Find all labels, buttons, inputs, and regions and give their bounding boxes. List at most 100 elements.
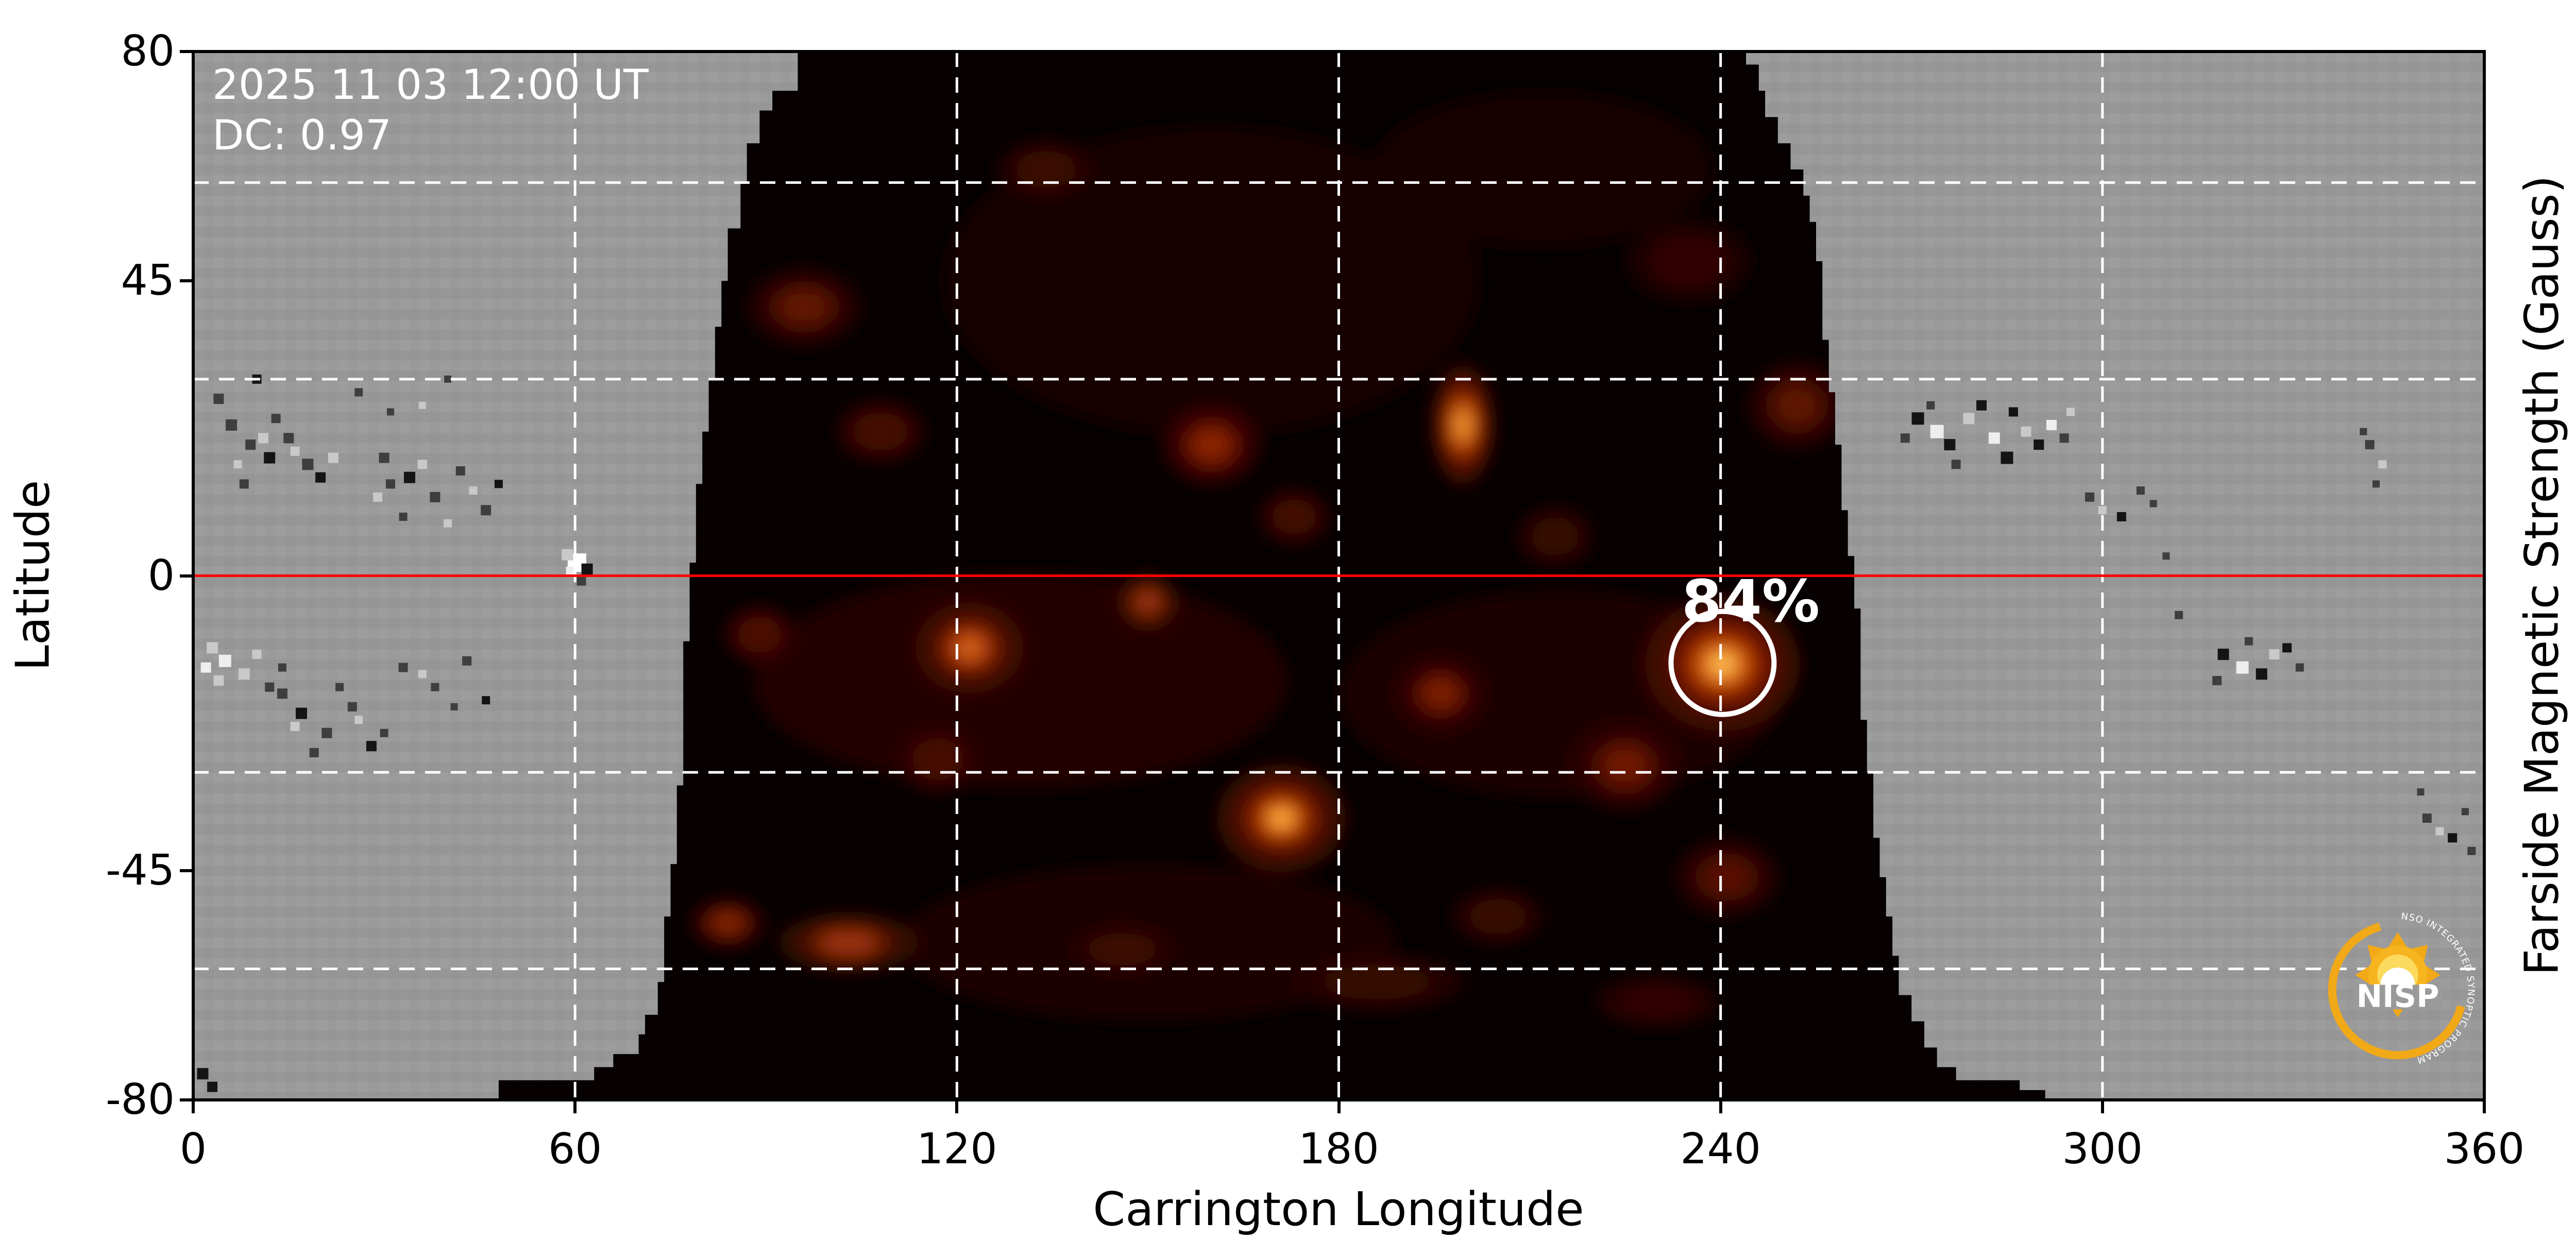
farside-hotspot <box>1015 150 1077 188</box>
magnetogram-speck <box>2033 439 2044 450</box>
duty-cycle-text: DC: 0.97 <box>212 111 392 159</box>
farside-colorbar-label: Farside Magnetic Strength (Gauss) <box>2515 175 2569 976</box>
magnetogram-speck <box>462 656 472 666</box>
magnetogram-speck <box>418 401 426 409</box>
timestamp-annotation: 2025 11 03 12:00 UT DC: 0.97 <box>212 60 649 160</box>
y-tick-mark <box>180 50 193 53</box>
magnetogram-speck <box>290 446 300 456</box>
magnetogram-speck <box>1900 433 1910 443</box>
x-tick-label: 180 <box>1298 1125 1379 1174</box>
magnetogram-speck <box>373 492 383 502</box>
farside-hotspot <box>1777 387 1817 423</box>
magnetogram-speck <box>385 479 395 489</box>
magnetogram-speck <box>386 408 394 416</box>
magnetogram-speck <box>290 722 300 731</box>
x-tick-mark <box>192 1100 195 1113</box>
magnetogram-speck <box>2212 676 2222 685</box>
magnetogram-speck <box>207 642 218 654</box>
farside-hotspot <box>912 738 963 780</box>
magnetogram-speck <box>2282 643 2292 653</box>
magnetogram-speck <box>444 375 452 383</box>
farside-hotspot <box>1469 898 1527 934</box>
farside-hotspot <box>738 617 782 653</box>
magnetogram-speck <box>328 452 338 463</box>
x-tick-label: 0 <box>179 1125 207 1174</box>
magnetogram-speck <box>2435 827 2444 836</box>
magnetogram-speck <box>265 682 275 692</box>
y-tick-label: 45 <box>121 256 175 306</box>
magnetogram-speck <box>1951 460 1961 469</box>
y-tick-mark <box>180 869 193 872</box>
magnetogram-speck <box>577 576 586 586</box>
magnetogram-speck <box>2066 408 2075 416</box>
y-tick-mark <box>180 1098 193 1101</box>
magnetogram-speck <box>2085 492 2095 502</box>
magnetogram-speck <box>354 388 363 397</box>
magnetogram-speck <box>2256 668 2267 680</box>
farside-hotspot <box>1135 590 1160 614</box>
magnetogram-speck <box>2136 486 2145 495</box>
magnetogram-speck <box>354 716 363 724</box>
magnetogram-speck <box>278 663 286 672</box>
magnetogram-speck <box>335 683 344 691</box>
magnetogram-speck <box>1976 400 1987 411</box>
magnetogram-speck <box>2116 512 2126 521</box>
magnetogram-speck <box>2467 846 2476 855</box>
x-tick-label: 240 <box>1680 1125 1761 1174</box>
y-tick-label: -45 <box>106 845 175 895</box>
magnetogram-speck <box>252 650 262 659</box>
magnetogram-speck <box>1963 413 1975 425</box>
magnetogram-speck <box>315 472 326 483</box>
farside-hotspot <box>853 412 908 451</box>
magnetogram-speck <box>481 505 492 516</box>
logo-dome <box>2380 968 2415 985</box>
x-tick-mark <box>1337 1100 1341 1113</box>
farside-hotspot <box>1372 92 1713 247</box>
magnetogram-speck <box>380 728 388 737</box>
nisp-logo: NISP NSO INTEGRATED SYNOPTIC PROGRAM <box>2328 911 2476 1066</box>
x-tick-label: 300 <box>2062 1125 2143 1174</box>
magnetogram-speck <box>1926 401 1935 410</box>
magnetogram-speck <box>213 394 224 404</box>
farside-hotspot <box>1423 679 1459 708</box>
magnetogram-speck <box>200 662 211 673</box>
x-axis-label: Carrington Longitude <box>1093 1182 1584 1236</box>
farside-hotspot <box>956 637 983 659</box>
magnetogram-speck <box>379 452 389 463</box>
magnetogram-speck <box>238 668 250 680</box>
magnetogram-speck <box>430 491 440 502</box>
magnetogram-speck <box>2422 813 2432 823</box>
magnetogram-speck <box>2448 833 2458 843</box>
magnetogram-speck <box>197 1068 209 1080</box>
magnetogram-speck <box>2365 440 2375 450</box>
logo-ring <box>2328 920 2468 1060</box>
magnetogram-speck <box>1911 412 1924 425</box>
marker-circle <box>1668 608 1777 717</box>
farside-hotspot <box>1272 499 1317 535</box>
magnetogram-speck <box>213 675 224 686</box>
magnetogram-speck <box>494 480 503 488</box>
magnetogram-speck <box>245 439 256 450</box>
magnetogram-speck <box>226 419 238 431</box>
magnetogram-speck <box>2098 506 2107 515</box>
magnetogram-speck <box>418 670 427 679</box>
farside-hotspot <box>781 292 827 323</box>
magnetogram-speck <box>2059 433 2069 443</box>
y-tick-mark <box>180 279 193 283</box>
farside-hotspot <box>1650 235 1727 287</box>
magnetogram-speck <box>404 471 415 483</box>
magnetogram-speck <box>482 696 490 705</box>
magnetogram-speck <box>2008 407 2018 417</box>
magnetogram-speck <box>264 452 276 464</box>
farside-hotspot <box>1323 964 1432 1000</box>
magnetogram-speck <box>2046 420 2057 430</box>
magnetogram-speck <box>2149 500 2157 507</box>
magnetogram-speck <box>207 1081 218 1092</box>
x-tick-mark <box>1719 1100 1722 1113</box>
farside-hotspot <box>1603 748 1647 784</box>
magnetogram-speck <box>283 433 294 444</box>
magnetogram-speck <box>444 519 452 528</box>
magnetogram-speck <box>258 433 268 444</box>
magnetogram-speck <box>218 654 231 667</box>
